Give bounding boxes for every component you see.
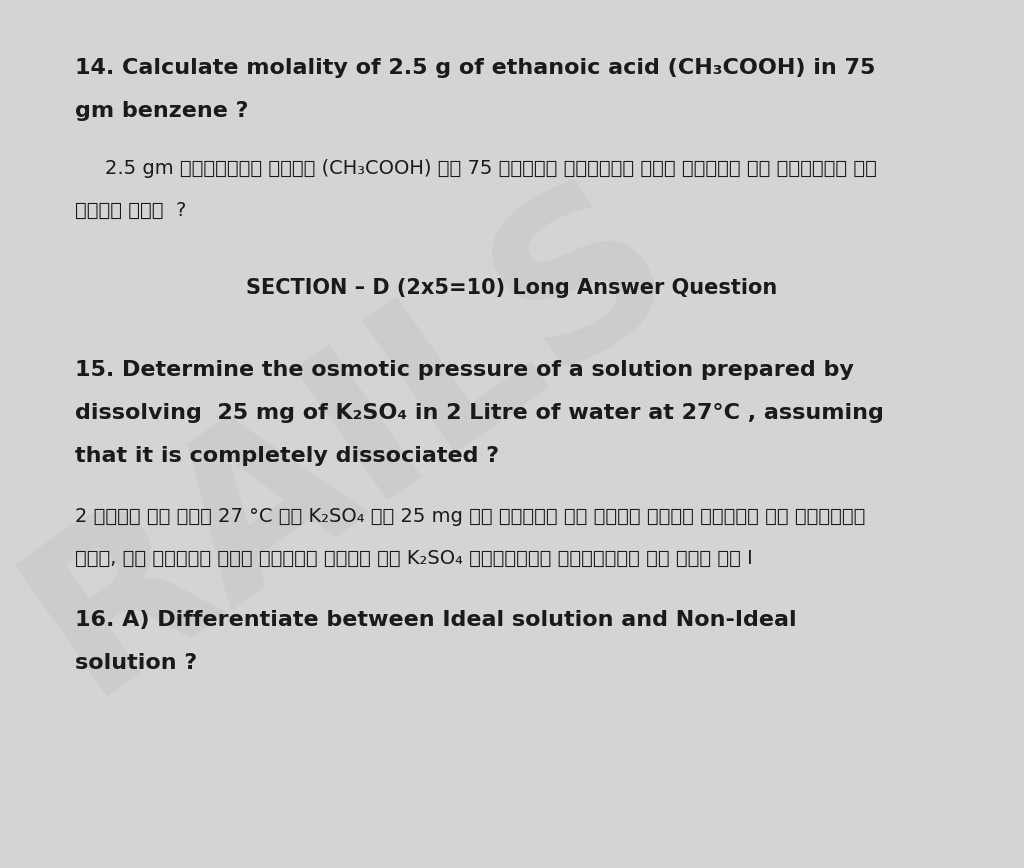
Text: गणना करो  ?: गणना करो ? xyxy=(75,201,186,220)
Text: gm benzene ?: gm benzene ? xyxy=(75,101,249,121)
Text: 2 लीटर जल में 27 °C पर K₂SO₄ के 25 mg को घोलने पर बनने वाले विलयन का परासरण: 2 लीटर जल में 27 °C पर K₂SO₄ के 25 mg को… xyxy=(75,507,865,525)
Text: 15. Determine the osmotic pressure of a solution prepared by: 15. Determine the osmotic pressure of a … xyxy=(75,360,854,380)
Text: solution ?: solution ? xyxy=(75,653,198,673)
Text: RAILS: RAILS xyxy=(0,141,710,734)
Text: dissolving  25 mg of K₂SO₄ in 2 Litre of water at 27°C , assuming: dissolving 25 mg of K₂SO₄ in 2 Litre of … xyxy=(75,403,884,423)
Text: 2.5 gm एथेनोइक अम्ल (CH₃COOH) के 75 ग्राम बेंजीन में विलयन की मोललता की: 2.5 gm एथेनोइक अम्ल (CH₃COOH) के 75 ग्रा… xyxy=(105,159,877,177)
Text: 14. Calculate molality of 2.5 g of ethanoic acid (CH₃COOH) in 75: 14. Calculate molality of 2.5 g of ethan… xyxy=(75,58,876,78)
Text: SECTION – D (2x5=10) Long Answer Question: SECTION – D (2x5=10) Long Answer Questio… xyxy=(247,278,777,298)
Text: दाब, यह मानते हुए ज्ञात करें कि K₂SO₄ पूर्णतः वियोजित हो गया है I: दाब, यह मानते हुए ज्ञात करें कि K₂SO₄ पू… xyxy=(75,549,753,568)
Text: 16. A) Differentiate between Ideal solution and Non-Ideal: 16. A) Differentiate between Ideal solut… xyxy=(75,610,797,630)
Text: that it is completely dissociated ?: that it is completely dissociated ? xyxy=(75,446,499,466)
